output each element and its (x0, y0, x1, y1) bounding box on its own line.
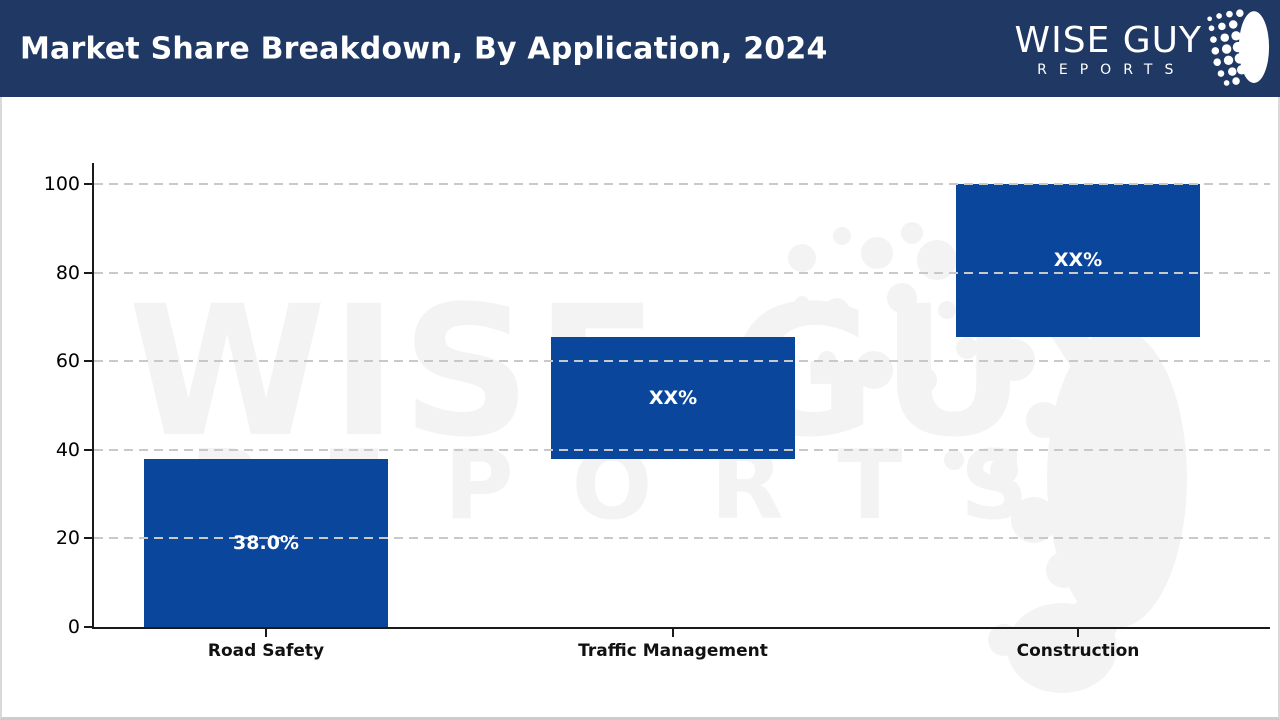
logo-text: WISE GUY REPORTS (1015, 20, 1203, 78)
x-tick-traffic-management (672, 629, 674, 637)
wiseguy-head-icon (1207, 8, 1270, 86)
y-axis-label-40: 40 (55, 438, 80, 461)
x-axis-label-road-safety: Road Safety (207, 641, 325, 661)
header-bar: Market Share Breakdown, By Application, … (0, 0, 1280, 97)
x-axis-spine (92, 627, 1270, 629)
y-axis-label-0: 0 (67, 616, 80, 638)
y-axis-spine (92, 163, 94, 629)
y-tick-80 (84, 271, 92, 274)
gridline-40 (94, 448, 1270, 451)
wiseguy-logo: WISE GUY REPORTS (1015, 0, 1271, 97)
watermark-head-dots (788, 222, 1187, 693)
bar-value-label-construction: XX% (1053, 249, 1103, 272)
logo-subtitle: REPORTS (1037, 61, 1186, 78)
y-tick-60 (84, 360, 92, 363)
gridline-20 (94, 537, 1270, 540)
chart-canvas: WISE GUY REPORTS 38.0% Road Safety XX% Traf… (0, 97, 1280, 720)
y-axis-label-80: 80 (55, 261, 80, 284)
y-tick-20 (84, 537, 92, 540)
bar-value-label-road-safety: 38.0% (233, 531, 299, 554)
bar-construction (956, 184, 1200, 337)
chart-plot-area: 38.0% Road Safety XX% Traffic Management XX%… (2, 97, 1278, 717)
gridline-80 (94, 271, 1270, 274)
y-axis-label-20: 20 (55, 527, 80, 550)
y-axis-label-100: 100 (43, 173, 80, 195)
page-title: Market Share Breakdown, By Application, … (20, 31, 828, 66)
y-tick-0 (84, 626, 92, 628)
y-tick-100 (84, 183, 92, 185)
y-axis-label-60: 60 (55, 350, 80, 373)
x-axis-label-traffic-management: Traffic Management (578, 641, 768, 661)
bar-road-safety (144, 458, 388, 627)
gridline-100 (94, 183, 1270, 185)
x-tick-construction (1077, 629, 1079, 637)
bar-value-label-traffic-management: XX% (648, 386, 698, 409)
logo-wordmark: WISE GUY (1014, 19, 1202, 61)
y-tick-40 (84, 448, 92, 451)
gridline-60 (94, 360, 1270, 363)
x-axis-label-construction: Construction (1016, 641, 1140, 661)
bar-traffic-management (551, 336, 795, 459)
x-tick-road-safety (265, 629, 267, 637)
